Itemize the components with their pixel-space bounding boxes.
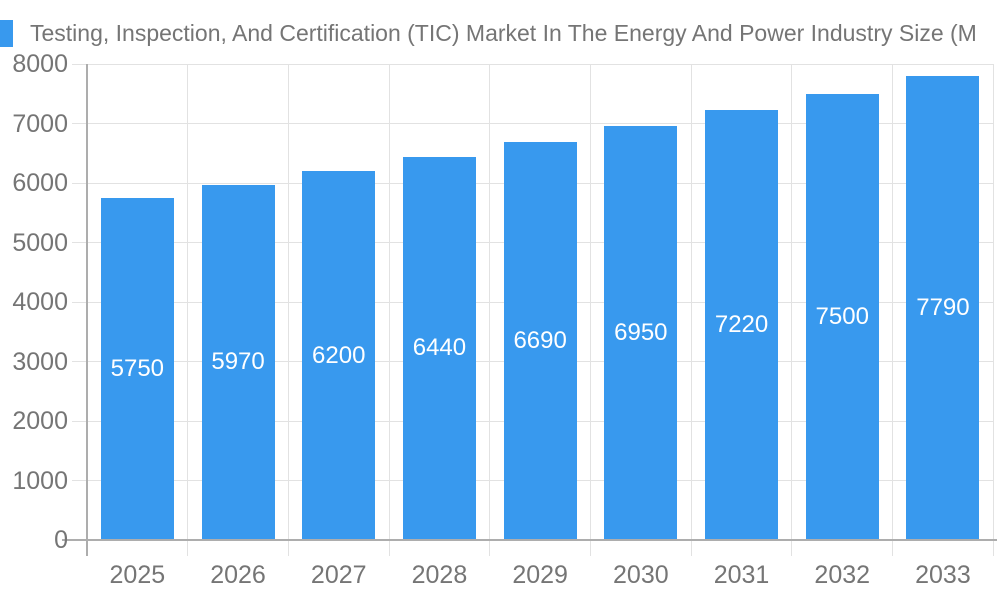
bar-value-label: 7790 <box>916 294 970 322</box>
bar <box>503 141 577 540</box>
gridline-horizontal <box>72 63 994 65</box>
gridline-vertical <box>287 64 289 556</box>
bar-value-label: 7500 <box>815 302 869 330</box>
gridline-vertical <box>187 64 189 556</box>
bar-value-label: 5750 <box>110 354 165 382</box>
x-axis-label: 2031 <box>713 561 770 589</box>
gridline-vertical <box>590 64 591 556</box>
x-axis-label: 2025 <box>109 561 166 589</box>
y-axis-label: 6000 <box>12 169 68 197</box>
legend-swatch <box>0 20 13 47</box>
gridline-vertical <box>892 64 894 556</box>
x-axis-label: 2032 <box>814 561 871 589</box>
bar <box>201 184 275 540</box>
x-axis-label: 2026 <box>210 561 266 589</box>
bar <box>906 76 980 540</box>
bar-value-label: 6690 <box>513 326 567 354</box>
gridline-horizontal <box>72 123 994 124</box>
y-axis-label: 2000 <box>12 407 68 435</box>
bar-value-label: 6440 <box>412 334 467 362</box>
gridline-vertical <box>791 64 793 556</box>
bar-value-label: 6950 <box>614 319 668 347</box>
gridline-vertical <box>690 64 692 556</box>
y-axis-line <box>86 64 88 556</box>
bar <box>604 126 678 540</box>
bar <box>402 156 476 540</box>
y-axis-label: 7000 <box>12 109 68 138</box>
bar-value-label: 6200 <box>312 341 366 369</box>
y-axis-label: 3000 <box>12 347 68 376</box>
x-axis-baseline <box>72 539 997 541</box>
bar <box>100 197 174 540</box>
y-axis-label: 1000 <box>12 466 68 495</box>
x-axis-label: 2029 <box>512 561 568 589</box>
y-axis-label: 4000 <box>12 288 68 316</box>
x-axis-label: 2027 <box>310 561 367 589</box>
bar-value-label: 7220 <box>714 311 769 339</box>
x-axis-label: 2033 <box>915 561 971 589</box>
gridline-vertical <box>992 64 994 556</box>
x-axis-label: 2030 <box>613 561 669 589</box>
bar <box>805 93 879 540</box>
bar <box>705 110 779 540</box>
gridline-vertical <box>489 64 491 556</box>
y-axis-label: 8000 <box>12 50 68 78</box>
gridline-vertical <box>388 64 390 556</box>
bar-value-label: 5970 <box>211 348 265 376</box>
bar <box>302 171 376 540</box>
y-axis-label: 5000 <box>12 228 68 257</box>
y-axis-label: 0 <box>54 526 68 554</box>
x-axis-label: 2028 <box>411 561 468 589</box>
chart-title: Testing, Inspection, And Certification (… <box>30 20 977 46</box>
